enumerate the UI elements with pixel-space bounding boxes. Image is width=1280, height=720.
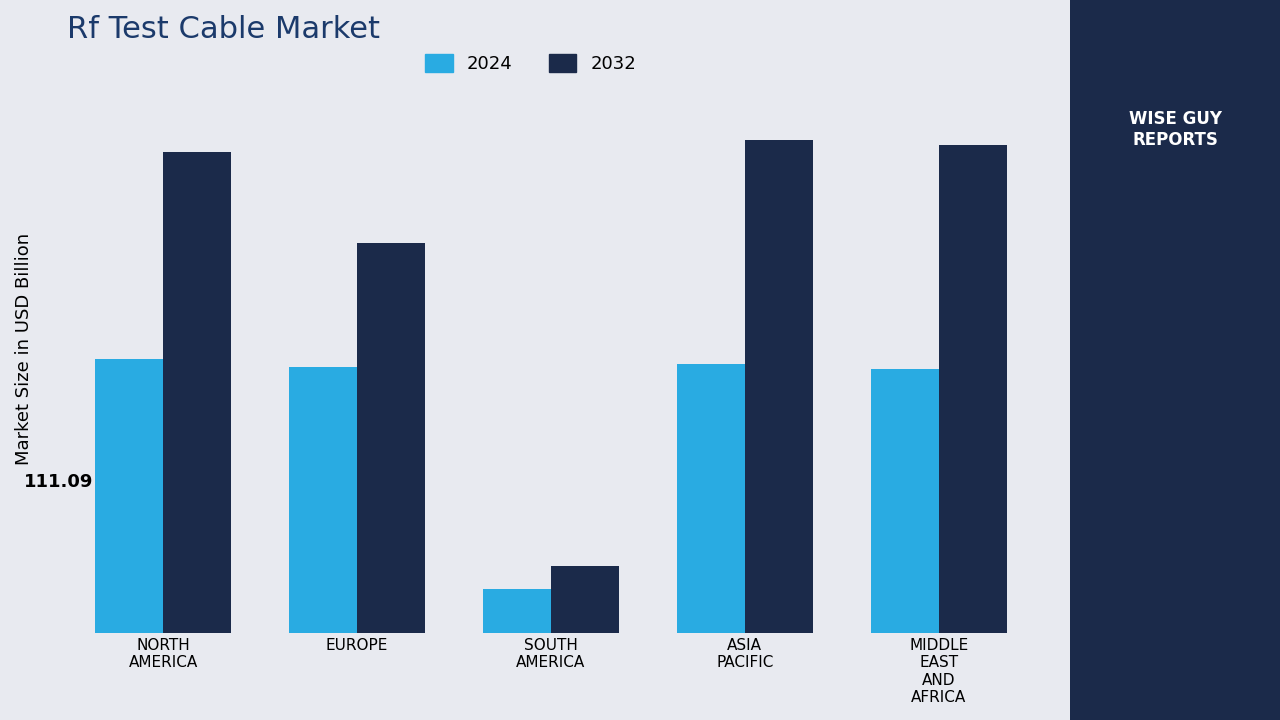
Bar — [95, 359, 164, 633]
Bar — [483, 588, 550, 633]
Y-axis label: Market Size in USD Billion: Market Size in USD Billion — [15, 233, 33, 465]
Text: WISE GUY
REPORTS: WISE GUY REPORTS — [1129, 110, 1221, 149]
Bar — [745, 140, 813, 633]
Bar — [938, 145, 1006, 633]
Bar — [677, 364, 745, 633]
Legend: 2024, 2032: 2024, 2032 — [419, 47, 644, 80]
Bar — [289, 366, 357, 633]
Bar — [550, 567, 618, 633]
Text: 111.09: 111.09 — [24, 473, 93, 491]
Bar — [870, 369, 938, 633]
Text: Rf Test Cable Market: Rf Test Cable Market — [67, 15, 380, 44]
Bar — [164, 152, 232, 633]
Bar — [357, 243, 425, 633]
